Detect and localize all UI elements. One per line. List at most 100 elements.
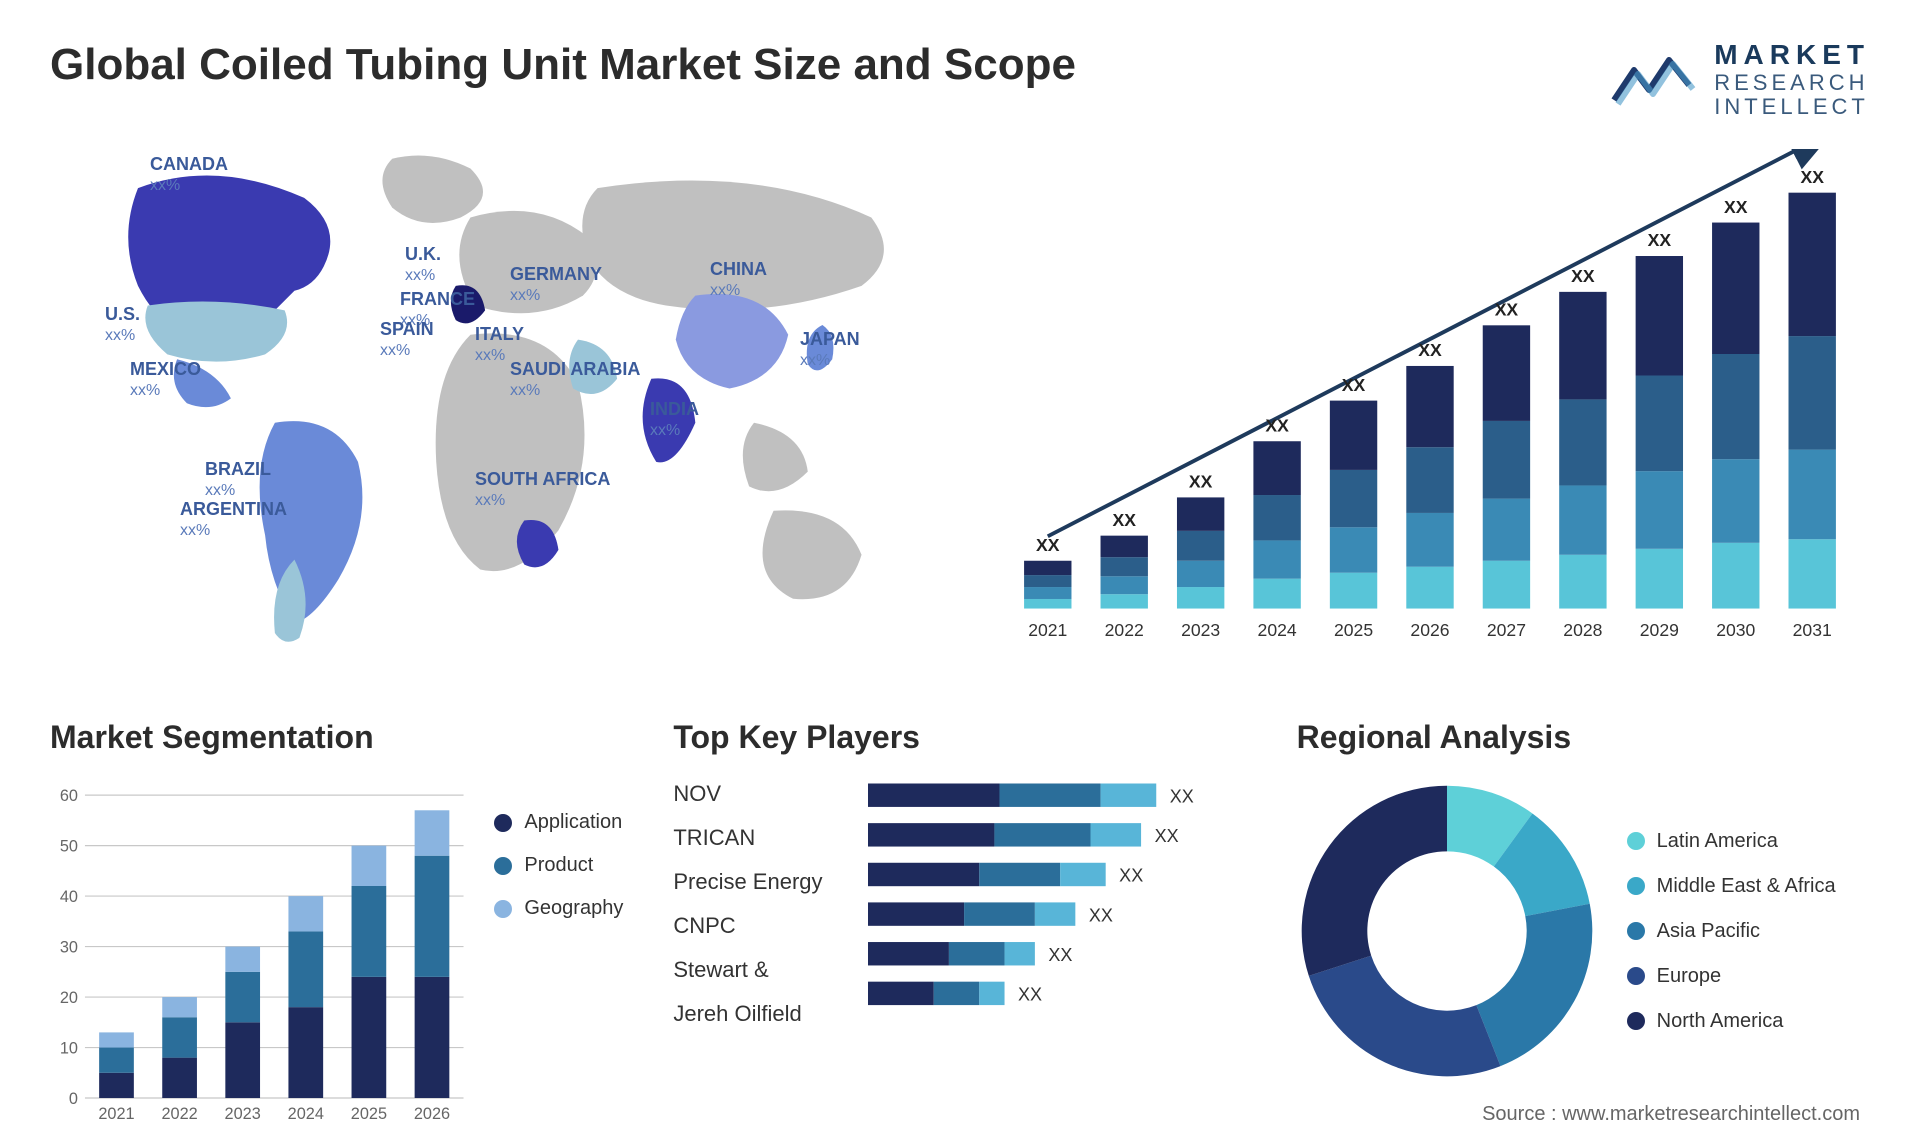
segmentation-title: Market Segmentation	[50, 719, 623, 756]
regional-donut-svg	[1297, 781, 1597, 1081]
players-names: NOV TRICAN Precise Energy CNPC Stewart & Jere…	[673, 781, 843, 1056]
svg-text:40: 40	[60, 888, 78, 906]
svg-text:2023: 2023	[1181, 620, 1220, 640]
map-country-label: SOUTH AFRICAxx%	[475, 469, 610, 510]
legend-label: Middle East & Africa	[1657, 875, 1836, 898]
player-name: Jereh Oilfield	[673, 1001, 843, 1027]
svg-text:2023: 2023	[225, 1105, 261, 1123]
logo-mark-icon	[1609, 50, 1699, 110]
map-country-label: ARGENTINAxx%	[180, 499, 287, 540]
svg-text:XX: XX	[1495, 300, 1519, 320]
player-name: Stewart &	[673, 957, 843, 983]
player-name: CNPC	[673, 913, 843, 939]
page-title: Global Coiled Tubing Unit Market Size an…	[50, 40, 1076, 90]
svg-text:XX: XX	[1800, 167, 1824, 187]
map-country-label: CANADAxx%	[150, 154, 228, 195]
svg-text:XX: XX	[1265, 416, 1289, 436]
svg-text:2030: 2030	[1716, 620, 1755, 640]
regional-legend-item: North America	[1627, 1010, 1836, 1033]
map-country-label: SAUDI ARABIAxx%	[510, 359, 640, 400]
brand-logo: MARKET RESEARCH INTELLECT	[1609, 40, 1870, 119]
map-country-label: JAPANxx%	[800, 329, 860, 370]
svg-text:XX: XX	[1342, 375, 1366, 395]
svg-text:XX: XX	[1120, 866, 1144, 886]
segmentation-chart-svg: 0 10 20 30 40 50 60 2021 2022 2023 2024 2025 2026	[50, 781, 469, 1135]
map-country-label: GERMANYxx%	[510, 264, 602, 305]
legend-swatch	[1627, 877, 1645, 895]
svg-text:60: 60	[60, 787, 78, 805]
players-title: Top Key Players	[673, 719, 1246, 756]
svg-text:2022: 2022	[1105, 620, 1144, 640]
legend-label: Latin America	[1657, 830, 1778, 853]
map-country-label: CHINAxx%	[710, 259, 767, 300]
world-map-svg	[50, 149, 930, 657]
regional-legend-item: Europe	[1627, 965, 1836, 988]
segmentation-panel: Market Segmentation 01020304050602021202…	[50, 719, 623, 1119]
forecast-chart: XX2021XX2022XX2023XX2024XX2025XX2026XX20…	[990, 149, 1870, 689]
regional-legend-item: Latin America	[1627, 830, 1836, 853]
player-name: Precise Energy	[673, 869, 843, 895]
svg-text:XX: XX	[1018, 985, 1042, 1005]
legend-label: Application	[524, 811, 622, 834]
map-country-label: SPAINxx%	[380, 319, 434, 360]
svg-text:XX: XX	[1112, 510, 1136, 530]
segmentation-legend-item: Geography	[494, 897, 623, 920]
svg-text:2022: 2022	[161, 1105, 197, 1123]
legend-label: Geography	[524, 897, 623, 920]
logo-text-2: RESEARCH	[1714, 71, 1870, 95]
svg-text:XX: XX	[1648, 230, 1672, 250]
forecast-chart-svg: XX2021XX2022XX2023XX2024XX2025XX2026XX20…	[990, 149, 1870, 657]
svg-text:2026: 2026	[414, 1105, 450, 1123]
svg-text:XX: XX	[1418, 340, 1442, 360]
svg-text:10: 10	[60, 1040, 78, 1058]
svg-text:2024: 2024	[288, 1105, 324, 1123]
svg-text:XX: XX	[1170, 787, 1194, 807]
svg-text:2026: 2026	[1410, 620, 1449, 640]
regional-title: Regional Analysis	[1297, 719, 1870, 756]
svg-text:XX: XX	[1036, 535, 1060, 555]
legend-swatch	[1627, 922, 1645, 940]
map-country-label: BRAZILxx%	[205, 459, 271, 500]
svg-text:XX: XX	[1089, 905, 1113, 925]
regional-legend-item: Middle East & Africa	[1627, 875, 1836, 898]
legend-label: North America	[1657, 1010, 1784, 1033]
map-country-label: INDIAxx%	[650, 399, 699, 440]
players-panel: Top Key Players NOV TRICAN Precise Energy C…	[673, 719, 1246, 1119]
map-country-label: MEXICOxx%	[130, 359, 201, 400]
svg-text:0: 0	[69, 1090, 78, 1108]
legend-swatch	[1627, 1012, 1645, 1030]
svg-text:20: 20	[60, 989, 78, 1007]
svg-text:XX: XX	[1571, 266, 1595, 286]
logo-text-3: INTELLECT	[1714, 95, 1870, 119]
legend-swatch	[494, 857, 512, 875]
svg-text:XX: XX	[1189, 472, 1213, 492]
svg-text:2027: 2027	[1487, 620, 1526, 640]
svg-text:2031: 2031	[1793, 620, 1832, 640]
svg-text:30: 30	[60, 939, 78, 957]
legend-label: Europe	[1657, 965, 1722, 988]
logo-text-1: MARKET	[1714, 40, 1870, 71]
segmentation-legend-item: Application	[494, 811, 623, 834]
svg-text:2021: 2021	[98, 1105, 134, 1123]
svg-text:XX: XX	[1724, 197, 1748, 217]
svg-text:2025: 2025	[1334, 620, 1373, 640]
svg-text:2024: 2024	[1258, 620, 1297, 640]
legend-swatch	[494, 814, 512, 832]
legend-swatch	[1627, 832, 1645, 850]
legend-label: Product	[524, 854, 593, 877]
regional-legend-item: Asia Pacific	[1627, 920, 1836, 943]
player-name: TRICAN	[673, 825, 843, 851]
map-country-label: U.K.xx%	[405, 244, 441, 285]
regional-legend: Latin America Middle East & Africa Asia Pa…	[1627, 830, 1836, 1033]
map-country-label: U.S.xx%	[105, 304, 140, 345]
svg-text:2028: 2028	[1563, 620, 1602, 640]
legend-swatch	[1627, 967, 1645, 985]
player-name: NOV	[673, 781, 843, 807]
svg-text:2029: 2029	[1640, 620, 1679, 640]
source-citation: Source : www.marketresearchintellect.com	[1482, 1103, 1860, 1126]
svg-text:XX: XX	[1155, 826, 1179, 846]
svg-text:50: 50	[60, 838, 78, 856]
world-map: CANADAxx% U.S.xx% MEXICOxx% BRAZILxx%ARGENT…	[50, 149, 930, 689]
svg-text:2025: 2025	[351, 1105, 387, 1123]
regional-panel: Regional Analysis Latin America Middle Ea…	[1297, 719, 1870, 1119]
